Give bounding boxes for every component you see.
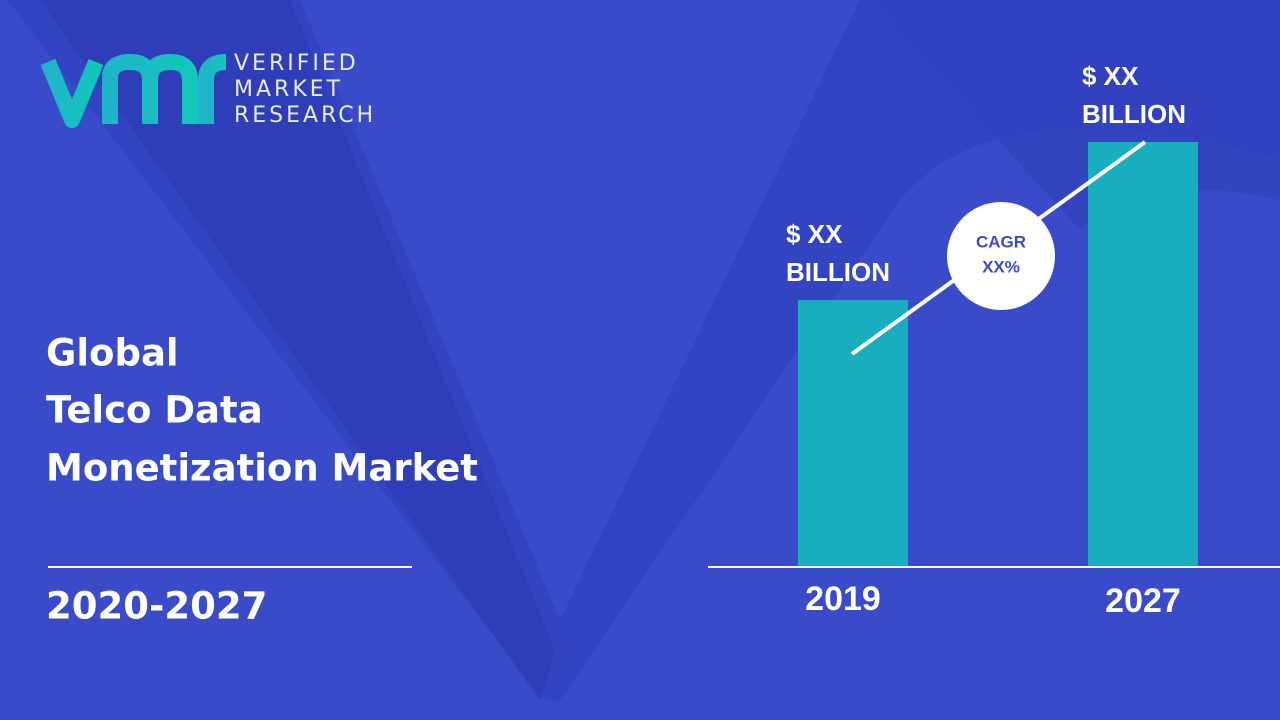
title-line: Global: [46, 332, 179, 375]
logo-text: RESEARCH: [234, 103, 376, 128]
logo-mark: [40, 58, 104, 128]
bar-label: 2019: [805, 580, 881, 618]
bar-label: 2027: [1105, 582, 1181, 620]
bar: [1088, 142, 1198, 567]
logo: VERIFIED MARKET RESEARCH: [40, 51, 376, 128]
cagr-badge: [947, 202, 1055, 310]
title-line: Telco Data: [46, 389, 263, 432]
logo-text: MARKET: [234, 77, 343, 102]
logo-mark: [198, 54, 227, 124]
cagr-text: CAGR: [976, 232, 1026, 251]
title-line: Monetization Market: [46, 447, 478, 490]
value-label: BILLION: [1082, 99, 1186, 129]
logo-text: VERIFIED: [234, 51, 359, 76]
background-shape: [40, 0, 555, 700]
logo-mark: [102, 53, 198, 124]
value-label: $ XX: [1082, 61, 1139, 91]
period: 2020-2027: [46, 585, 267, 628]
value-label: BILLION: [786, 257, 890, 287]
cagr-text: XX%: [982, 257, 1020, 276]
value-label: $ XX: [786, 219, 843, 249]
bar: [798, 300, 908, 567]
